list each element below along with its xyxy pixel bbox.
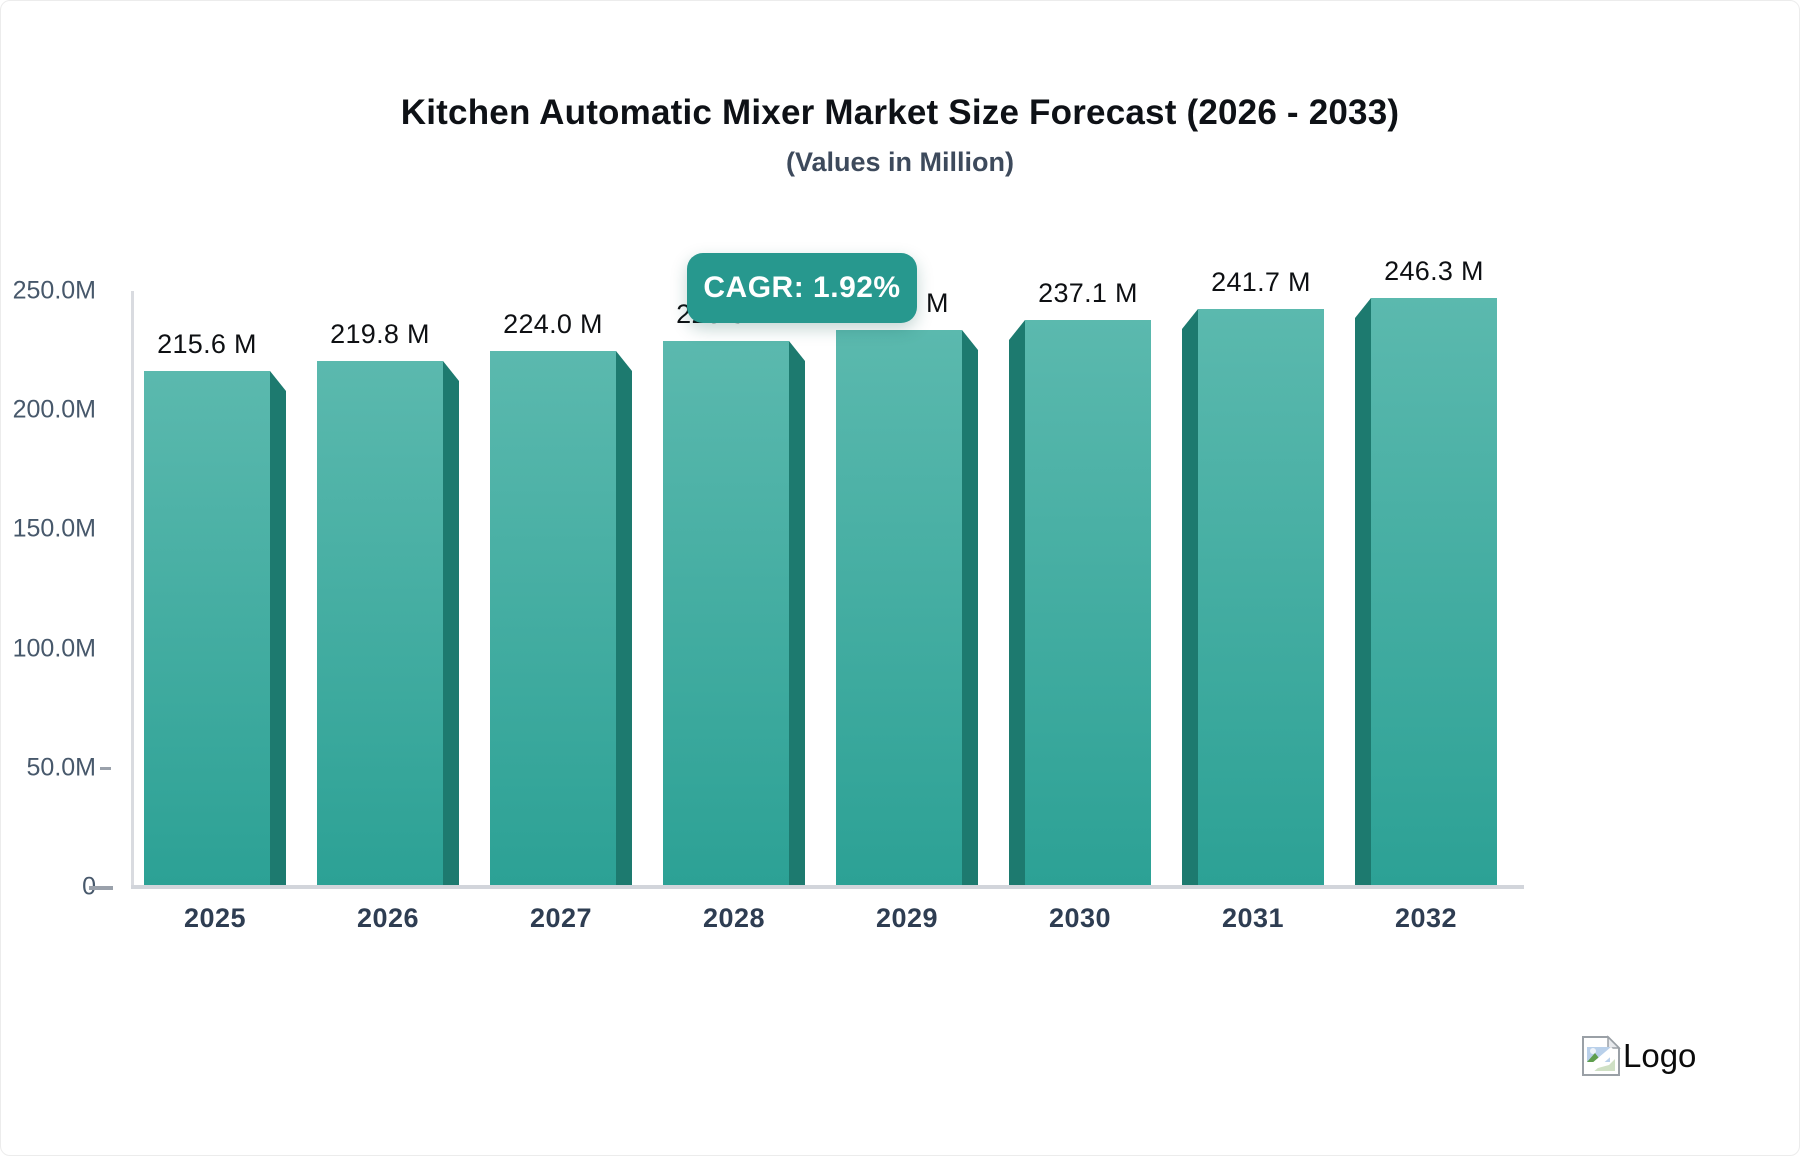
- bar: [836, 330, 962, 885]
- x-tick-label: 2031: [1221, 903, 1285, 933]
- x-tick-label: 2027: [529, 903, 593, 933]
- x-tick-label: 2029: [875, 903, 939, 933]
- bar: [317, 361, 443, 885]
- y-tick-label: 200.0M: [12, 395, 96, 424]
- x-axis-line: [131, 885, 1524, 889]
- logo-alt-text: Logo: [1623, 1037, 1697, 1074]
- x-tick-label: 2028: [702, 903, 766, 933]
- y-axis-line: [131, 291, 134, 888]
- bar-side-3d: [270, 371, 286, 885]
- bar: [1371, 298, 1497, 885]
- cagr-badge: CAGR: 1.92%: [687, 253, 917, 323]
- x-tick-label: 2025: [183, 903, 247, 933]
- chart-subtitle: (Values in Million): [785, 147, 1015, 177]
- bar-value-label: 246.3 M: [1384, 256, 1484, 286]
- bar-side-3d: [1355, 298, 1371, 885]
- x-tick-label: 2026: [356, 903, 420, 933]
- bar-side-3d: [962, 330, 978, 885]
- y-tick-mark: [89, 886, 113, 890]
- x-tick-label: 2032: [1394, 903, 1458, 933]
- bar-side-3d: [616, 351, 632, 885]
- bar: [1198, 309, 1324, 885]
- y-tick-label: 250.0M: [12, 276, 96, 305]
- bar-value-label: 224.0 M: [503, 309, 603, 339]
- logo: Logo: [1581, 1035, 1696, 1077]
- y-tick-label: 50.0M: [26, 753, 96, 782]
- bar: [1025, 320, 1151, 885]
- broken-image-icon: [1581, 1035, 1621, 1077]
- bar-side-3d: [789, 341, 805, 885]
- bar-value-label: 241.7 M: [1211, 267, 1311, 297]
- bar-side-3d: [1009, 320, 1025, 885]
- y-tick-label: 0: [1, 873, 96, 902]
- chart-title: Kitchen Automatic Mixer Market Size Fore…: [400, 93, 1400, 132]
- y-tick-label: 100.0M: [12, 634, 96, 663]
- bar: [663, 341, 789, 885]
- bar-value-label: 215.6 M: [157, 329, 257, 359]
- bar-side-3d: [443, 361, 459, 885]
- y-tick-label: 150.0M: [12, 514, 96, 543]
- bar-value-label: 237.1 M: [1038, 278, 1138, 308]
- bar: [144, 371, 270, 885]
- bar: [490, 351, 616, 885]
- bar-value-label: 219.8 M: [330, 319, 430, 349]
- y-tick-mark: [100, 766, 111, 770]
- x-tick-label: 2030: [1048, 903, 1112, 933]
- cagr-badge-label: CAGR: 1.92%: [703, 271, 901, 304]
- bar-side-3d: [1182, 309, 1198, 885]
